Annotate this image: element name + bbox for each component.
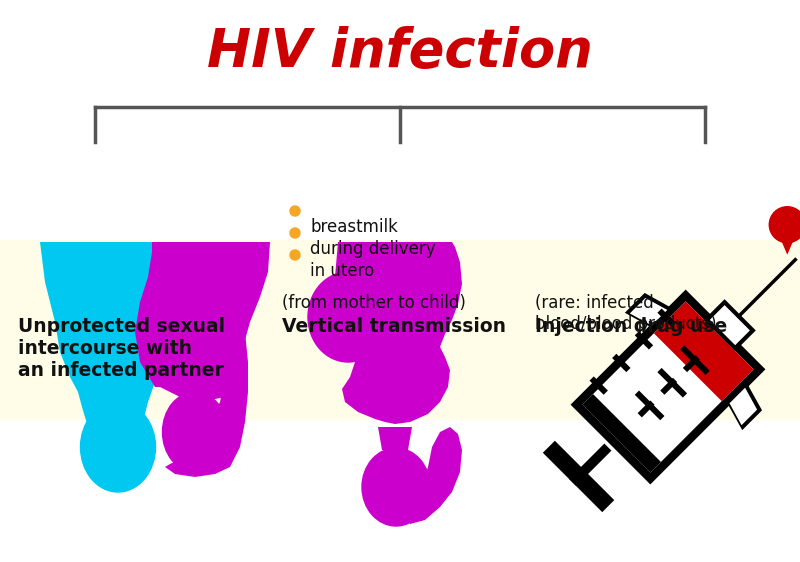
- Polygon shape: [582, 394, 661, 473]
- Polygon shape: [630, 298, 667, 325]
- Circle shape: [290, 250, 300, 260]
- Text: HIV infection: HIV infection: [207, 26, 593, 78]
- Text: Unprotected sexual
intercourse with
an infected partner: Unprotected sexual intercourse with an i…: [18, 317, 225, 380]
- Bar: [0, 240, 800, 420]
- Polygon shape: [782, 241, 794, 255]
- Polygon shape: [634, 331, 653, 350]
- Text: Injection drug use: Injection drug use: [535, 317, 727, 336]
- Polygon shape: [654, 301, 754, 401]
- Polygon shape: [634, 391, 665, 420]
- Polygon shape: [728, 385, 762, 430]
- Polygon shape: [569, 443, 611, 486]
- Text: Vertical transmission: Vertical transmission: [282, 317, 506, 336]
- Ellipse shape: [162, 392, 227, 472]
- Polygon shape: [135, 242, 270, 400]
- Circle shape: [290, 206, 300, 216]
- Circle shape: [290, 228, 300, 238]
- Polygon shape: [573, 292, 763, 482]
- Polygon shape: [707, 302, 753, 348]
- Polygon shape: [543, 441, 614, 512]
- Polygon shape: [638, 401, 654, 418]
- Polygon shape: [730, 388, 757, 425]
- Polygon shape: [612, 353, 630, 372]
- Text: during delivery: during delivery: [310, 240, 436, 258]
- Text: in utero: in utero: [310, 262, 374, 280]
- Polygon shape: [680, 345, 710, 375]
- Polygon shape: [707, 302, 753, 348]
- Polygon shape: [625, 293, 670, 327]
- Ellipse shape: [362, 448, 430, 526]
- Polygon shape: [175, 377, 215, 399]
- Polygon shape: [658, 309, 676, 327]
- Polygon shape: [97, 392, 138, 417]
- Polygon shape: [590, 377, 608, 395]
- Circle shape: [770, 207, 800, 243]
- Text: (from mother to child): (from mother to child): [282, 294, 466, 312]
- Polygon shape: [658, 368, 687, 397]
- Polygon shape: [165, 277, 248, 477]
- Text: breastmilk: breastmilk: [310, 218, 398, 236]
- Polygon shape: [335, 242, 462, 424]
- Polygon shape: [582, 301, 754, 473]
- Polygon shape: [378, 427, 412, 450]
- Ellipse shape: [81, 402, 155, 492]
- Polygon shape: [683, 355, 700, 372]
- Polygon shape: [660, 378, 677, 395]
- Text: (rare: infected
blood/blood products): (rare: infected blood/blood products): [535, 294, 717, 333]
- Polygon shape: [40, 242, 205, 447]
- Ellipse shape: [308, 272, 388, 362]
- Polygon shape: [408, 427, 462, 524]
